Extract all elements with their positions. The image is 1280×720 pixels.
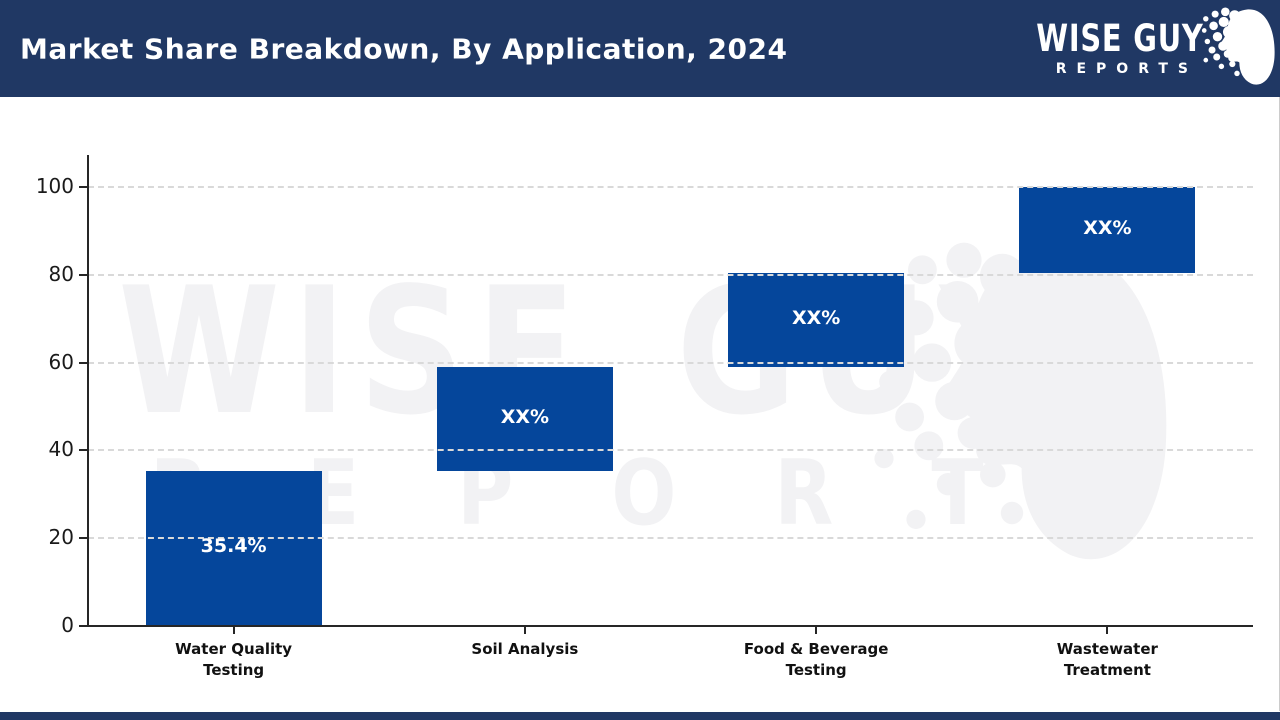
gridline-100 <box>88 186 1253 188</box>
bar-0 <box>145 470 322 626</box>
x-tick-3 <box>1106 626 1109 634</box>
x-category-label-0: Water Quality Testing <box>175 640 293 679</box>
x-category-label-2: Food & Beverage Testing <box>743 640 889 679</box>
bar-1 <box>436 366 613 471</box>
bar-3 <box>1019 187 1196 273</box>
chart-area: WISE GUY R E P O R T S 0 20 40 60 80 100 35.4%… <box>0 97 1280 711</box>
y-tick-label-20: 20 <box>48 525 74 550</box>
footer-bar <box>0 712 1280 720</box>
bar-2 <box>728 272 905 367</box>
y-tick-label-40: 40 <box>48 437 74 462</box>
x-axis <box>87 625 1253 627</box>
brand-reports-label: REPORTS <box>1055 61 1198 77</box>
x-category-label-1: Soil Analysis <box>471 640 579 658</box>
bar-value-label-3: XX% <box>1083 216 1132 239</box>
y-tick-label-0: 0 <box>61 613 74 637</box>
y-axis <box>87 155 89 627</box>
y-tick-0 <box>79 625 88 627</box>
y-tick-40 <box>79 449 88 452</box>
y-tick-100 <box>79 186 88 188</box>
gridline-80 <box>88 273 1253 276</box>
bar-value-label-1: XX% <box>500 405 550 428</box>
watermark-head-icon <box>868 242 1167 560</box>
y-tick-20 <box>79 537 88 540</box>
brand-wordmark: WISE GUY <box>1036 17 1204 60</box>
x-tick-0 <box>232 626 235 634</box>
gridline-60 <box>88 361 1253 364</box>
y-tick-60 <box>79 361 88 364</box>
x-tick-1 <box>523 626 526 634</box>
bar-value-label-0: 35.4% <box>200 535 267 558</box>
y-tick-label-100: 100 <box>35 174 74 198</box>
brand-logo: WISE GUY REPORTS <box>1014 4 1275 94</box>
y-tick-label-60: 60 <box>48 349 74 374</box>
gridline-20 <box>88 537 1253 540</box>
page-title: Market Share Breakdown, By Application, … <box>20 32 788 65</box>
header-bar: Market Share Breakdown, By Application, … <box>0 0 1280 97</box>
bar-value-label-2: XX% <box>791 306 841 329</box>
x-category-label-3: Wastewater Treatment <box>1056 640 1158 679</box>
logo-head-icon <box>1201 7 1275 85</box>
y-tick-label-80: 80 <box>48 261 74 286</box>
x-tick-2 <box>815 626 818 634</box>
gridline-40 <box>88 449 1253 452</box>
y-tick-80 <box>79 273 88 276</box>
